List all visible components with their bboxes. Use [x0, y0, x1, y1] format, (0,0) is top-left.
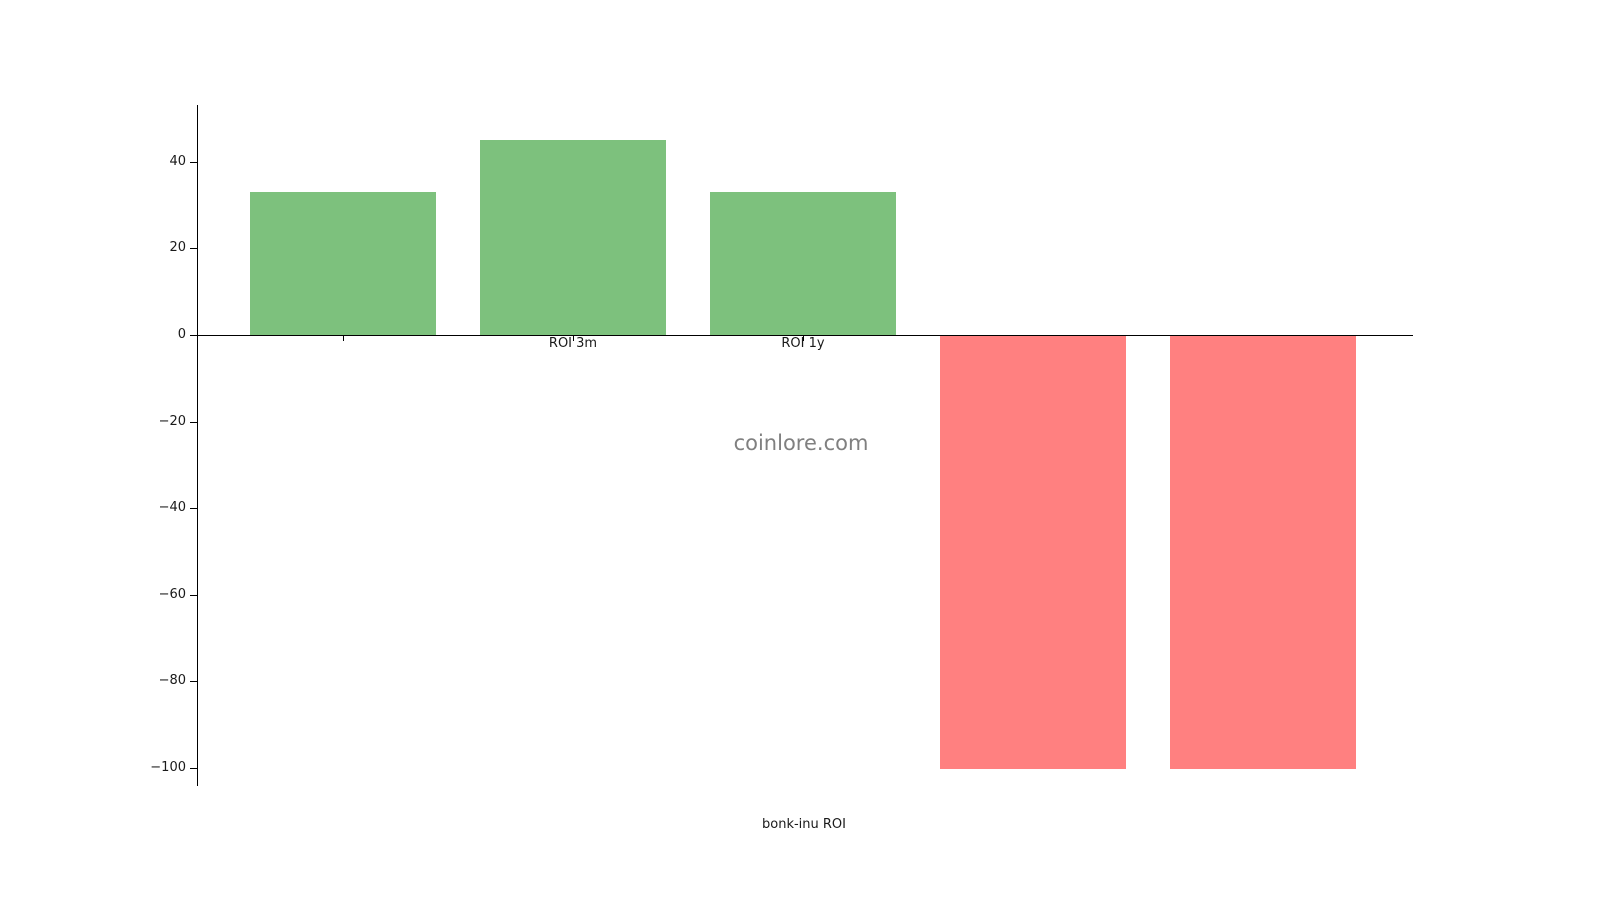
bar-bar-5 — [1170, 336, 1356, 769]
y-tick-label-20: 20 — [169, 240, 186, 255]
x-tick-label-roi-3m: ROI 3m — [548, 336, 598, 351]
chart-title: bonk-inu ROI — [762, 817, 846, 832]
x-tick-mark-3 — [803, 335, 804, 341]
bar-roi-3m — [480, 140, 666, 335]
y-tick-label--40: −40 — [158, 500, 186, 515]
x-axis-line — [197, 335, 1413, 336]
y-tick-label-0: 0 — [177, 327, 186, 342]
y-tick-label--60: −60 — [158, 587, 186, 602]
watermark: coinlore.com — [733, 431, 869, 455]
bar-roi-1y — [710, 192, 896, 335]
y-tick-label--100: −100 — [150, 760, 186, 775]
x-tick-mark-1 — [343, 335, 344, 341]
y-tick-label-40: 40 — [169, 154, 186, 169]
y-tick-mark-40 — [190, 162, 197, 163]
y-tick-mark-20 — [190, 248, 197, 249]
y-tick-label--80: −80 — [158, 673, 186, 688]
x-tick-label-roi-1y: ROI 1y — [781, 336, 825, 351]
y-tick-label--20: −20 — [158, 414, 186, 429]
y-tick-mark--60 — [190, 595, 197, 596]
bar-bar-4 — [940, 336, 1126, 769]
y-axis-line — [197, 105, 198, 786]
x-tick-mark-2 — [573, 335, 574, 341]
y-tick-mark--20 — [190, 422, 197, 423]
y-tick-mark--40 — [190, 508, 197, 509]
bar-bar-1 — [250, 192, 436, 335]
y-tick-mark--100 — [190, 768, 197, 769]
y-tick-mark--80 — [190, 681, 197, 682]
y-tick-mark-0 — [190, 335, 197, 336]
